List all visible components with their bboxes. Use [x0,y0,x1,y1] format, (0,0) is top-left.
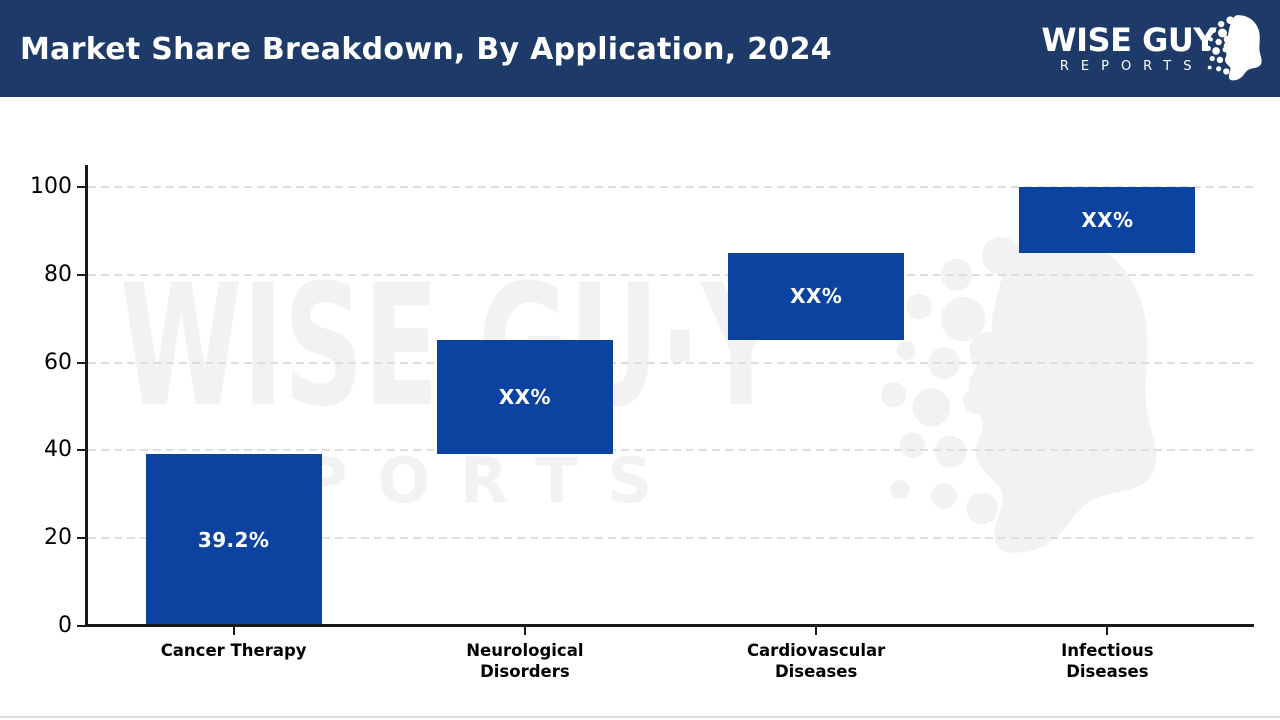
x-axis-line [85,624,1254,627]
y-tick-label: 60 [44,349,72,375]
logo-wordmark: WISE GUY [1041,21,1216,59]
bar-value-label: XX% [498,384,551,409]
y-axis-line [85,165,88,627]
x-axis-category-label: Neurological Disorders [466,641,584,681]
x-tick-mark [232,627,235,635]
bar-4: XX% [1019,187,1196,253]
y-tick-mark [77,361,85,364]
y-tick-label: 40 [44,437,72,463]
gridline-100 [88,186,1253,188]
y-tick-mark [77,449,85,452]
bar-value-label: XX% [1081,207,1134,232]
y-tick-label: 100 [30,174,72,199]
footer-divider [0,716,1280,718]
gridline-20 [88,537,1253,540]
x-tick-mark [523,627,526,635]
wiseguy-logo: WISE GUY REPORTS [1041,9,1266,89]
y-tick-label: 20 [44,525,72,551]
page-title: Market Share Breakdown, By Application, … [20,32,832,67]
gridline-60 [88,361,1253,364]
gridline-40 [88,449,1253,452]
x-axis-category-label: Cancer Therapy [160,641,307,660]
bar-1: 39.2% [145,453,322,626]
x-axis-category-label: Cardiovascular Diseases [746,641,886,681]
y-tick-mark [77,273,85,276]
y-tick-label: 0 [58,613,72,638]
bar-2: XX% [436,339,613,454]
y-tick-mark [77,625,85,627]
y-tick-mark [77,537,85,540]
bar-value-label: XX% [790,284,843,309]
header-bar: Market Share Breakdown, By Application, … [0,0,1280,97]
x-tick-mark [1106,627,1109,635]
x-tick-mark [815,627,818,635]
gridline-80 [88,273,1253,276]
x-axis-category-label: Infectious Diseases [1061,641,1154,681]
logo-subtext: REPORTS [1059,59,1204,74]
y-tick-mark [77,186,85,188]
bar-value-label: 39.2% [197,527,270,552]
y-tick-label: 80 [44,261,72,287]
face-profile-dots-icon [1205,14,1262,80]
bar-3: XX% [728,252,905,340]
logo-text: WISE GUY REPORTS [1041,23,1216,74]
